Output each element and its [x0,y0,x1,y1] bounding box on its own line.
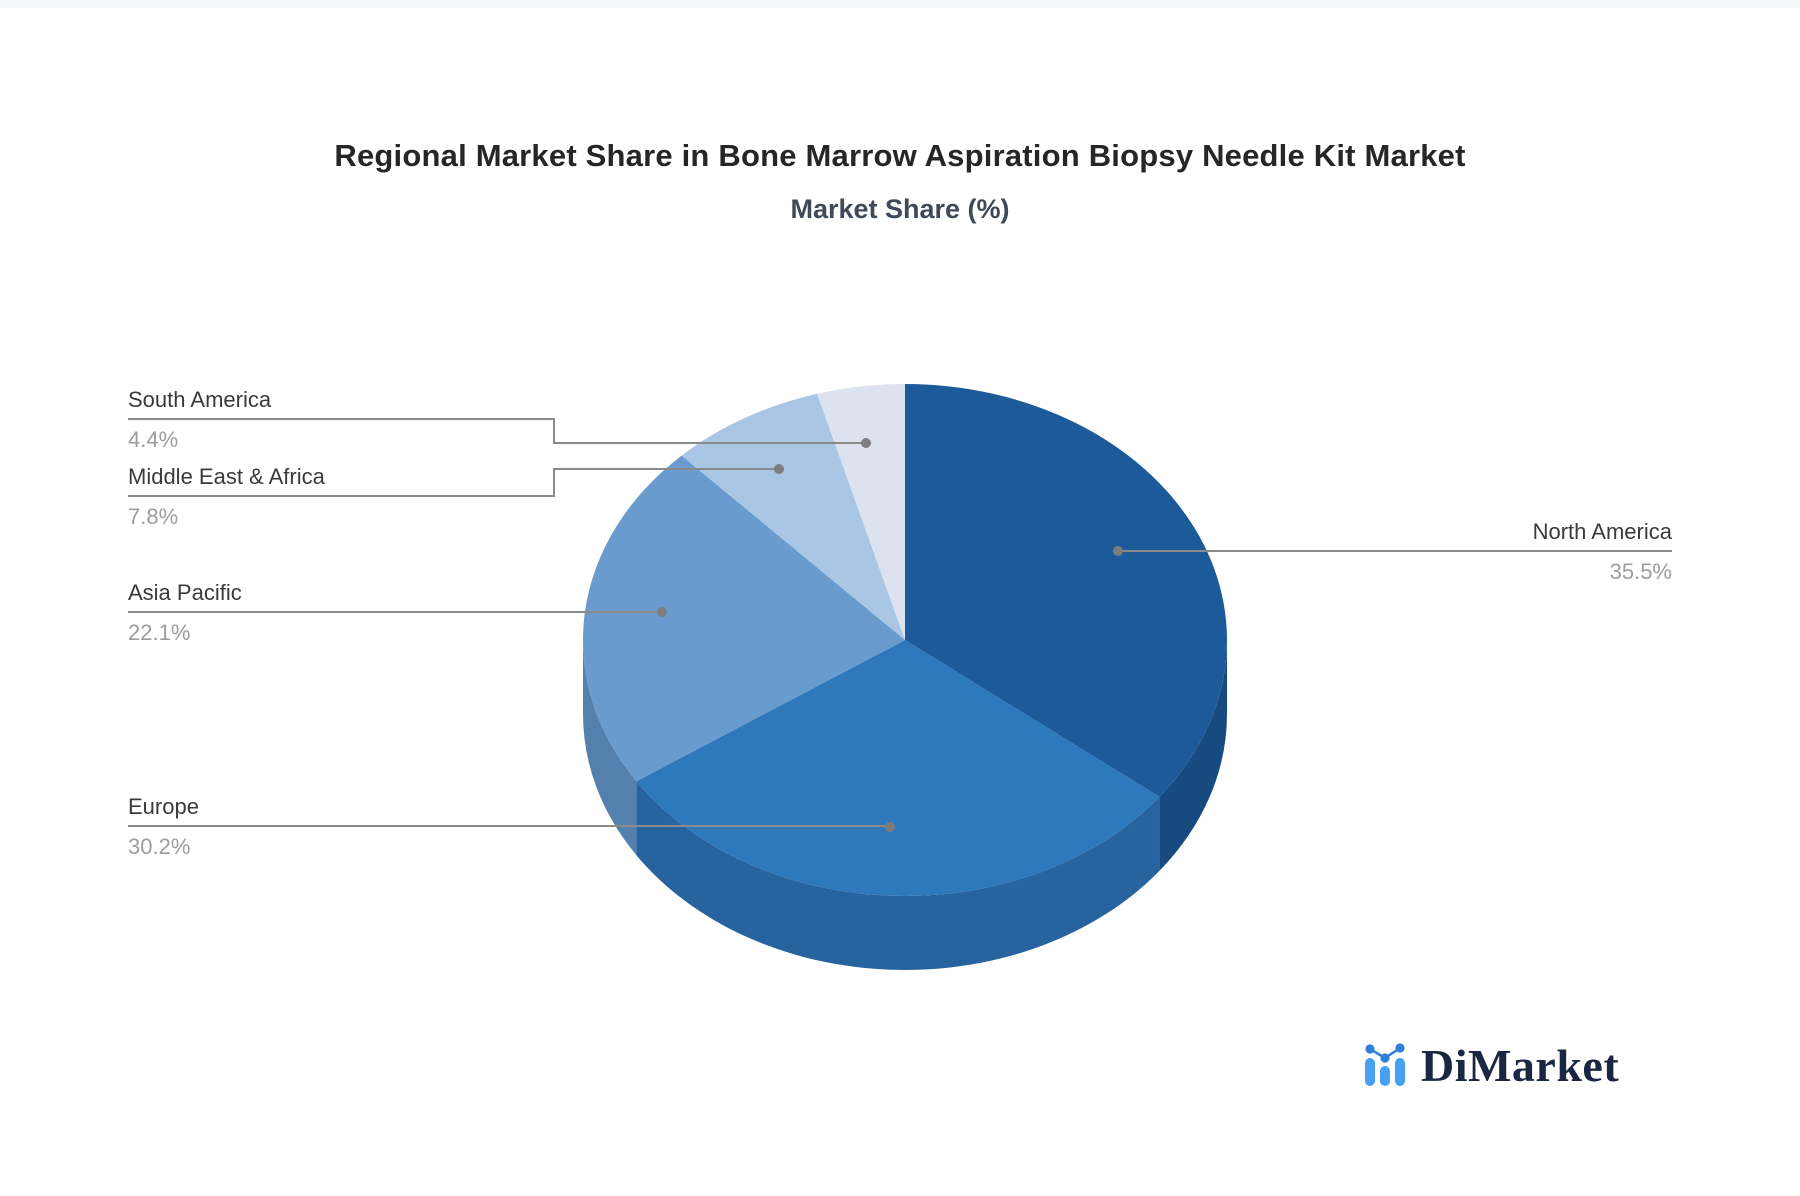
pie-slice-side-europe [636,781,1160,970]
chart-title: Regional Market Share in Bone Marrow Asp… [334,138,1466,173]
slice-label-south-america: South America [128,387,272,412]
slice-label-middle-east-africa: Middle East & Africa [128,464,325,489]
slice-value-europe: 30.2% [128,834,191,859]
callout-dot-middle-east-africa [774,464,784,474]
pie-slice-south-america[interactable] [817,384,905,640]
pie-slice-side-asia-pacific [583,640,637,856]
callout-dot-south-america [861,438,871,448]
chart-subtitle: Market Share (%) [790,194,1010,224]
pie-slice-side-north-america [1159,640,1227,871]
callout-dot-europe [885,822,895,832]
slice-value-asia-pacific: 22.1% [128,620,191,645]
callout-line-south-america [128,418,862,444]
pie-slice-europe[interactable] [636,640,1160,896]
top-strip [0,0,1800,8]
slice-value-north-america: 35.5% [1609,559,1672,584]
pie-slice-middle-east-africa[interactable] [681,393,905,640]
slice-label-europe: Europe [128,794,199,819]
slice-label-north-america: North America [1532,519,1672,544]
logo-text: DiMarket [1421,1040,1620,1091]
callout-dot-asia-pacific [657,607,667,617]
callout-dot-north-america [1113,546,1123,556]
slice-value-middle-east-africa: 7.8% [128,504,179,529]
pie-slice-north-america[interactable] [905,384,1227,797]
slice-label-asia-pacific: Asia Pacific [128,580,242,605]
pie-slice-asia-pacific[interactable] [582,455,905,782]
bar-chart-with-trend-dots-icon [1365,1043,1405,1086]
dimarket-logo: DiMarket [1362,1040,1619,1090]
slice-value-south-america: 4.4% [128,427,179,452]
callout-line-middle-east-africa [128,468,775,497]
